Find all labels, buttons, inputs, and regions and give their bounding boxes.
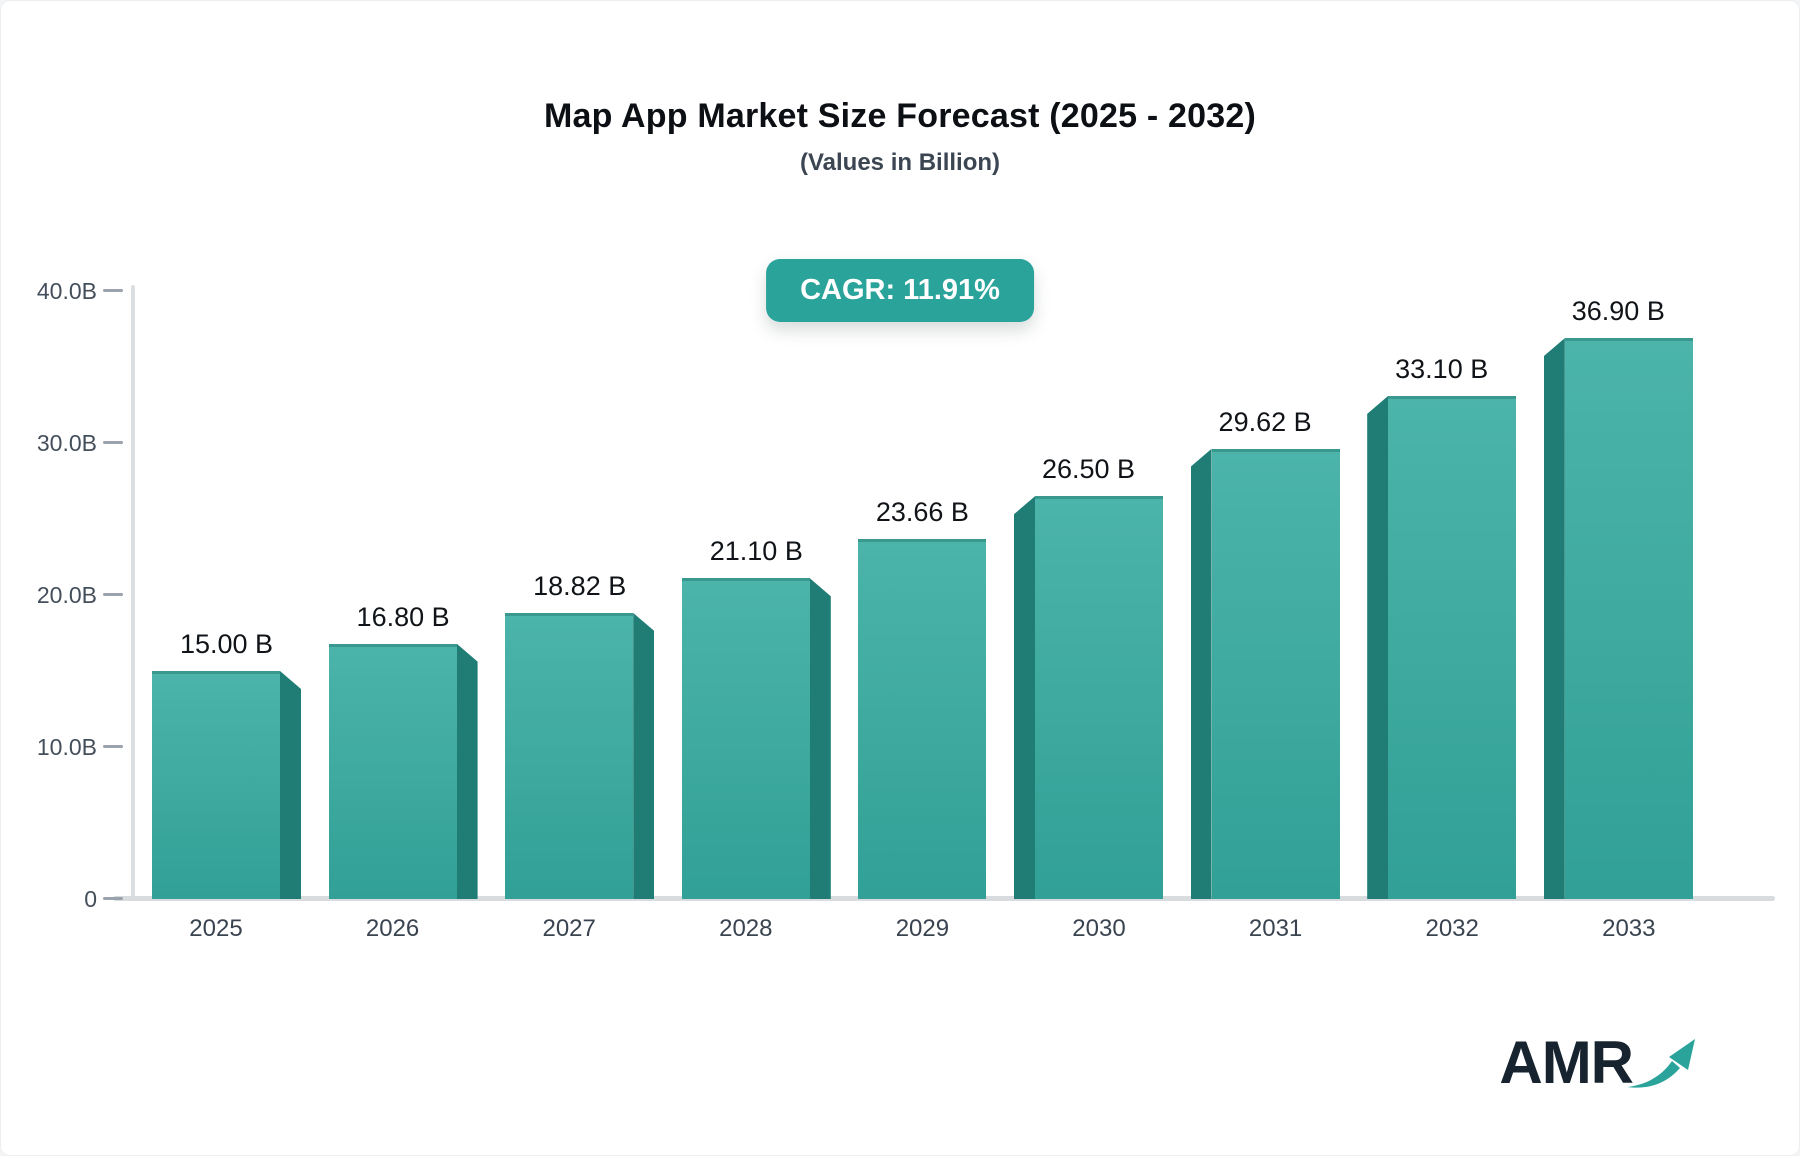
x-axis-label-2025: 2025: [189, 915, 243, 942]
bar-side-face: [280, 671, 301, 899]
bar-front-face: [858, 539, 987, 899]
y-axis-line: [131, 285, 135, 901]
trending-up-arrow-icon: [1625, 1035, 1697, 1098]
x-axis-label-2031: 2031: [1248, 915, 1303, 942]
y-tick-mark: [103, 441, 123, 444]
bar-side-face: [809, 578, 831, 899]
bar-side-face: [633, 612, 655, 899]
y-tick-mark: [103, 745, 123, 748]
bar-front-face: [1564, 338, 1693, 899]
x-axis-label-2033: 2033: [1602, 915, 1656, 942]
bar-value-label: 26.50 B: [1041, 454, 1136, 485]
bar-front-face: [328, 643, 457, 899]
bar-side-face: [1543, 338, 1565, 899]
brand-logo-text: AMR: [1499, 1029, 1634, 1096]
bar-front-face: [1388, 395, 1517, 899]
bar-side-face: [456, 643, 478, 899]
y-tick-label-30: 30.0B: [36, 430, 97, 456]
y-tick-label-10: 10.0B: [36, 734, 97, 760]
y-tick-label-20: 20.0B: [36, 582, 97, 608]
x-axis-label-2028: 2028: [719, 915, 773, 942]
bar-front-face: [1035, 496, 1163, 899]
chart-subtitle: (Values in Billion): [799, 149, 1001, 176]
y-tick-label-0: 0: [84, 886, 97, 912]
cagr-badge: CAGR: 11.91%: [766, 259, 1034, 322]
bar-value-label: 18.82 B: [533, 570, 627, 601]
x-axis-label-2030: 2030: [1072, 915, 1126, 942]
bar-front-face: [681, 578, 810, 899]
bar-side-face: [1190, 448, 1212, 899]
y-tick-mark: [103, 289, 123, 292]
bar-value-label: 21.10 B: [709, 536, 803, 567]
brand-logo: AMR: [1499, 1033, 1697, 1098]
bar-value-label: 23.66 B: [875, 497, 969, 528]
bar-side-face: [1014, 496, 1035, 899]
bar-value-label: 16.80 B: [356, 601, 450, 632]
bar-value-label: 36.90 B: [1571, 296, 1665, 327]
bar-front-face: [505, 612, 634, 899]
chart-title: Map App Market Size Forecast (2025 - 203…: [544, 97, 1256, 135]
bar-value-label: 33.10 B: [1395, 353, 1489, 384]
bar-front-face: [152, 671, 280, 899]
y-tick-mark: [103, 897, 123, 900]
y-tick-mark: [103, 593, 123, 596]
bar-value-label: 15.00 B: [179, 629, 274, 659]
y-tick-label-40: 40.0B: [36, 278, 97, 304]
bar-value-label: 29.62 B: [1218, 406, 1312, 437]
x-axis-label-2026: 2026: [365, 915, 420, 942]
x-axis-label-2027: 2027: [542, 915, 596, 942]
bar-front-face: [1211, 448, 1340, 899]
x-axis-label-2032: 2032: [1425, 915, 1479, 942]
bar-side-face: [1367, 395, 1389, 899]
x-axis-label-2029: 2029: [895, 915, 950, 942]
